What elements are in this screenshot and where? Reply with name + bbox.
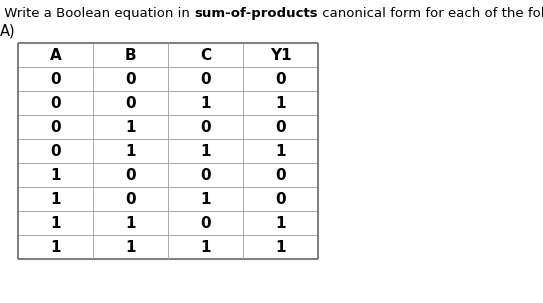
- Text: B: B: [125, 48, 136, 62]
- Text: 1: 1: [50, 191, 61, 207]
- Text: canonical form for each of the following truth tables:: canonical form for each of the following…: [318, 7, 543, 20]
- Text: 1: 1: [125, 215, 136, 231]
- Text: 0: 0: [275, 72, 286, 86]
- Text: 1: 1: [125, 119, 136, 135]
- Text: A): A): [0, 23, 16, 38]
- Text: 0: 0: [125, 191, 136, 207]
- Text: 0: 0: [125, 72, 136, 86]
- Text: 1: 1: [50, 215, 61, 231]
- Text: 0: 0: [275, 168, 286, 182]
- Text: Y1: Y1: [270, 48, 291, 62]
- Text: 0: 0: [200, 72, 211, 86]
- Text: 1: 1: [125, 239, 136, 255]
- Text: 0: 0: [50, 144, 61, 158]
- Text: A: A: [49, 48, 61, 62]
- Text: 1: 1: [275, 215, 286, 231]
- Text: 1: 1: [200, 95, 211, 111]
- Text: 0: 0: [125, 95, 136, 111]
- Text: 1: 1: [275, 239, 286, 255]
- Text: 1: 1: [50, 168, 61, 182]
- Text: 0: 0: [200, 215, 211, 231]
- Text: 0: 0: [125, 168, 136, 182]
- Text: 0: 0: [275, 191, 286, 207]
- Text: 0: 0: [50, 72, 61, 86]
- Text: 1: 1: [275, 95, 286, 111]
- Text: 0: 0: [200, 168, 211, 182]
- Text: C: C: [200, 48, 211, 62]
- Text: 0: 0: [50, 95, 61, 111]
- Text: 1: 1: [50, 239, 61, 255]
- Text: 1: 1: [200, 144, 211, 158]
- Text: 1: 1: [200, 191, 211, 207]
- Text: 1: 1: [200, 239, 211, 255]
- Text: 0: 0: [200, 119, 211, 135]
- Text: 1: 1: [275, 144, 286, 158]
- Text: 1: 1: [125, 144, 136, 158]
- Text: sum-of-products: sum-of-products: [194, 7, 318, 20]
- Text: Write a Boolean equation in: Write a Boolean equation in: [0, 7, 194, 20]
- Text: 0: 0: [275, 119, 286, 135]
- Text: 0: 0: [50, 119, 61, 135]
